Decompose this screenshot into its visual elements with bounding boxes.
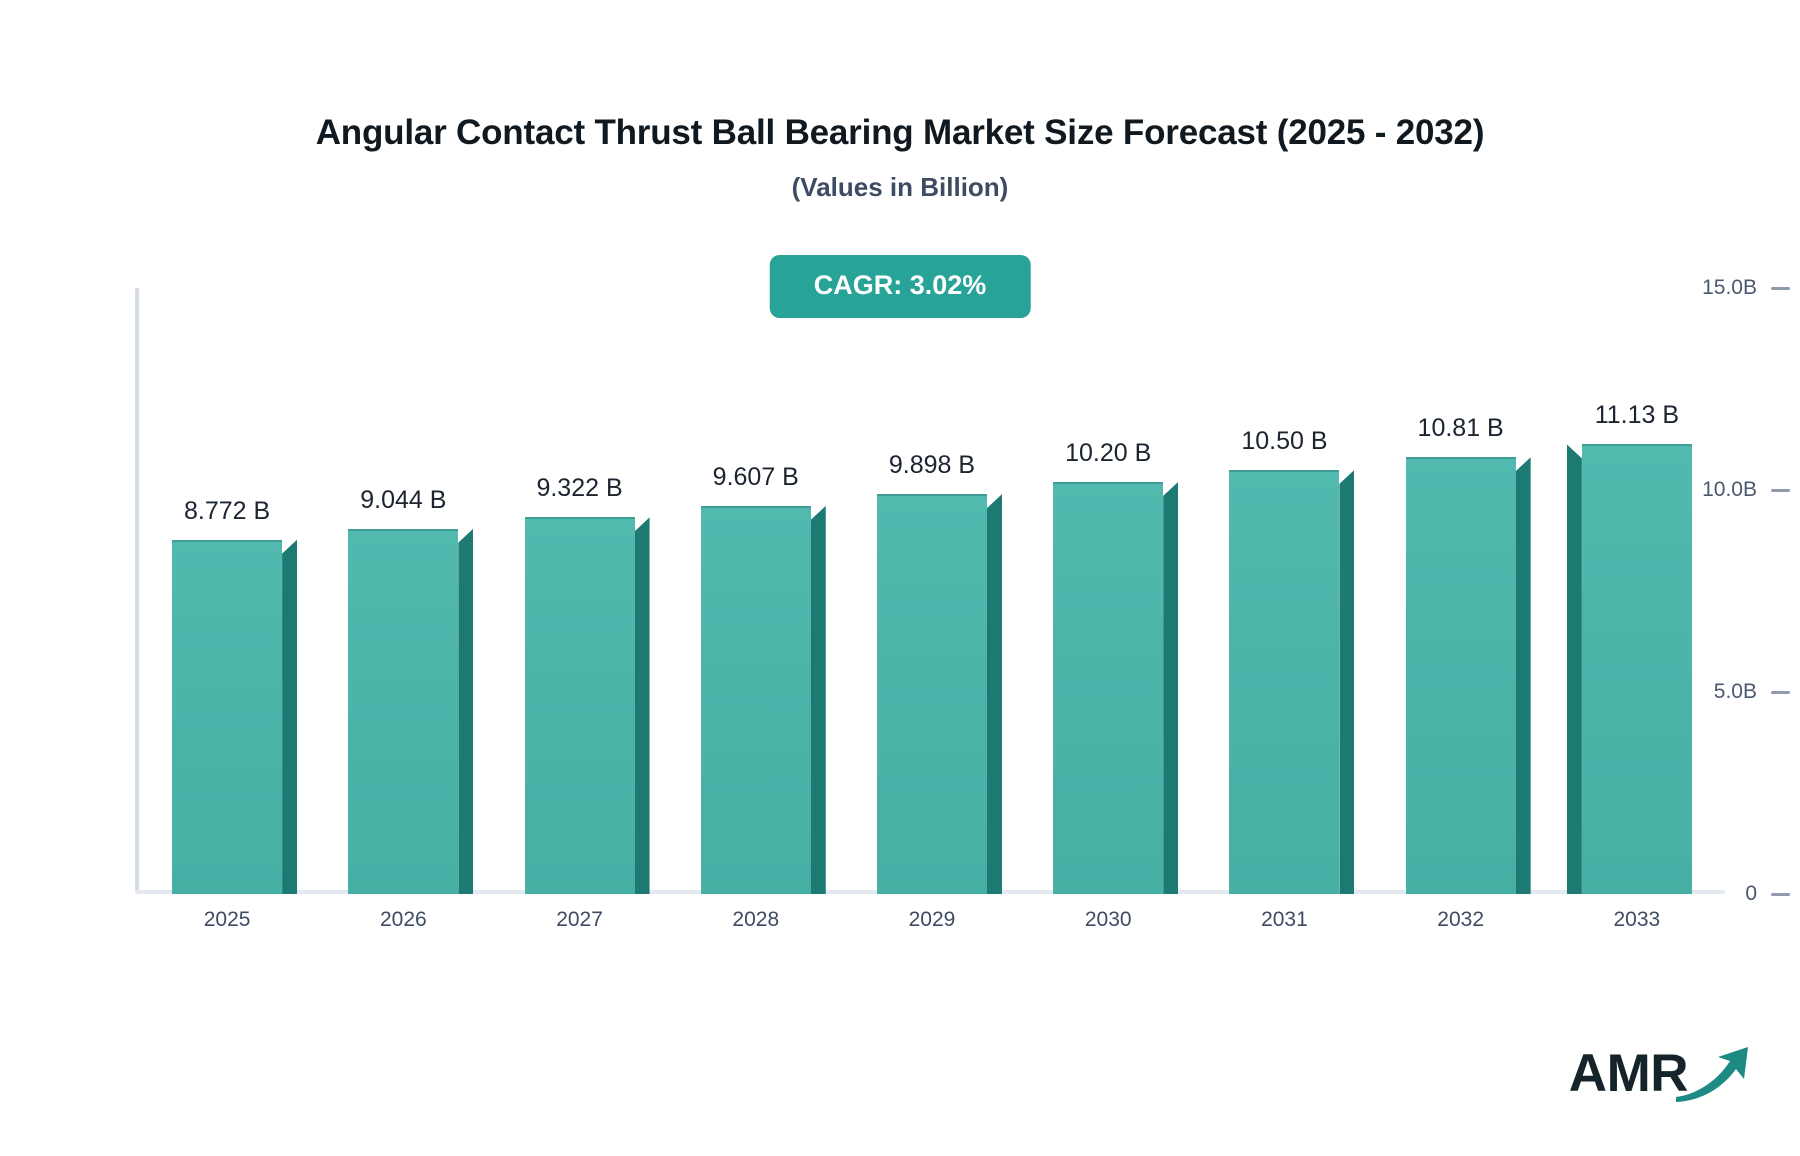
bar-2028[interactable]: 9.607 B	[700, 463, 826, 894]
bar-value-label: 10.81 B	[1417, 414, 1504, 443]
bar-2030[interactable]: 10.20 B	[1053, 439, 1179, 894]
bar-2025[interactable]: 8.772 B	[172, 497, 298, 894]
amr-wordmark: AMR	[1568, 1043, 1689, 1103]
bar-slot: 11.13 B	[1549, 288, 1725, 894]
amr-logo: AMR	[1569, 1038, 1752, 1108]
bar-side-shadow	[1339, 469, 1355, 894]
y-axis-tick-label: 5.0B	[1713, 680, 1757, 703]
bar-2026[interactable]: 9.044 B	[348, 486, 474, 894]
y-axis-tick-label: 10.0B	[1702, 478, 1757, 501]
x-axis-label-2032: 2032	[1437, 908, 1484, 931]
bar-face	[348, 528, 459, 894]
chart-subtitle: (Values in Billion)	[791, 172, 1009, 202]
bar-value-label: 8.772 B	[184, 496, 271, 525]
bar-face	[1581, 444, 1692, 894]
y-axis-tick: 5.0B	[1665, 680, 1800, 703]
bar-face	[700, 505, 811, 894]
bar-value-label: 9.898 B	[888, 451, 976, 480]
bar-2027[interactable]: 9.322 B	[524, 474, 650, 894]
y-axis-tick: 0	[1665, 882, 1800, 905]
y-axis-line	[135, 288, 139, 894]
y-axis-tick-mark	[1771, 286, 1790, 290]
bar-slot: 10.20 B	[1020, 288, 1196, 894]
bar-side-shadow	[458, 528, 474, 894]
bar-face	[1053, 481, 1164, 894]
bar-side-shadow	[1163, 481, 1179, 894]
bar-slot: 9.607 B	[668, 288, 844, 894]
bar-slot: 9.044 B	[315, 288, 491, 894]
bar-side-shadow	[1566, 444, 1582, 894]
growth-arrow-icon	[1674, 1045, 1752, 1108]
bar-face	[172, 539, 283, 894]
bar-side-shadow	[986, 494, 1002, 894]
y-axis-tick: 10.0B	[1665, 478, 1800, 501]
y-axis-tick-mark	[1771, 892, 1790, 896]
y-axis-tick-mark	[1771, 488, 1790, 492]
bar-value-label: 9.044 B	[360, 485, 447, 514]
y-axis-tick: 15.0B	[1665, 276, 1800, 299]
bar-face	[876, 494, 987, 894]
x-axis-labels: 2025 2026 2027 2028 2029 2030 2031 2032 2033	[139, 908, 1725, 932]
bar-2031[interactable]: 10.50 B	[1229, 427, 1355, 894]
bar-face	[524, 517, 635, 894]
x-axis-label-2029: 2029	[908, 908, 956, 931]
x-axis-label-2030: 2030	[1084, 908, 1132, 931]
bar-value-label: 9.607 B	[712, 462, 799, 491]
x-axis-label-2027: 2027	[556, 908, 603, 931]
x-axis-label-2028: 2028	[732, 908, 780, 931]
bar-side-shadow	[634, 517, 650, 894]
bar-slot: 9.322 B	[491, 288, 667, 894]
y-axis-tick-label: 0	[1745, 882, 1757, 905]
bar-slot: 9.898 B	[844, 288, 1020, 894]
y-axis-tick-label: 15.0B	[1702, 276, 1757, 299]
bar-series: 8.772 B 9.044 B 9.322 B 9.607 B 9.898 B 10.20…	[139, 288, 1725, 894]
bar-side-shadow	[282, 539, 298, 894]
bar-2033[interactable]: 11.13 B	[1566, 401, 1692, 894]
bar-slot: 8.772 B	[139, 288, 315, 894]
bar-2029[interactable]: 9.898 B	[876, 451, 1002, 894]
x-axis-label-2033: 2033	[1613, 908, 1661, 931]
x-axis-label-2025: 2025	[203, 908, 251, 931]
bar-value-label: 10.50 B	[1241, 426, 1328, 455]
bar-side-shadow	[810, 505, 826, 894]
page-title: Angular Contact Thrust Ball Bearing Mark…	[315, 113, 1485, 152]
bar-face	[1229, 469, 1340, 894]
bar-value-label: 10.20 B	[1065, 438, 1152, 467]
cagr-badge: CAGR: 3.02%	[769, 255, 1031, 318]
x-axis-label-2026: 2026	[379, 908, 427, 931]
y-axis-tick-mark	[1771, 690, 1790, 694]
bar-value-label: 9.322 B	[536, 474, 623, 503]
bar-side-shadow	[1515, 457, 1531, 894]
bar-slot: 10.81 B	[1373, 288, 1549, 894]
bar-2032[interactable]: 10.81 B	[1405, 414, 1531, 894]
x-axis-label-2031: 2031	[1261, 908, 1308, 931]
bar-face	[1405, 457, 1516, 894]
bar-slot: 10.50 B	[1196, 288, 1372, 894]
bar-value-label: 11.13 B	[1594, 401, 1680, 430]
